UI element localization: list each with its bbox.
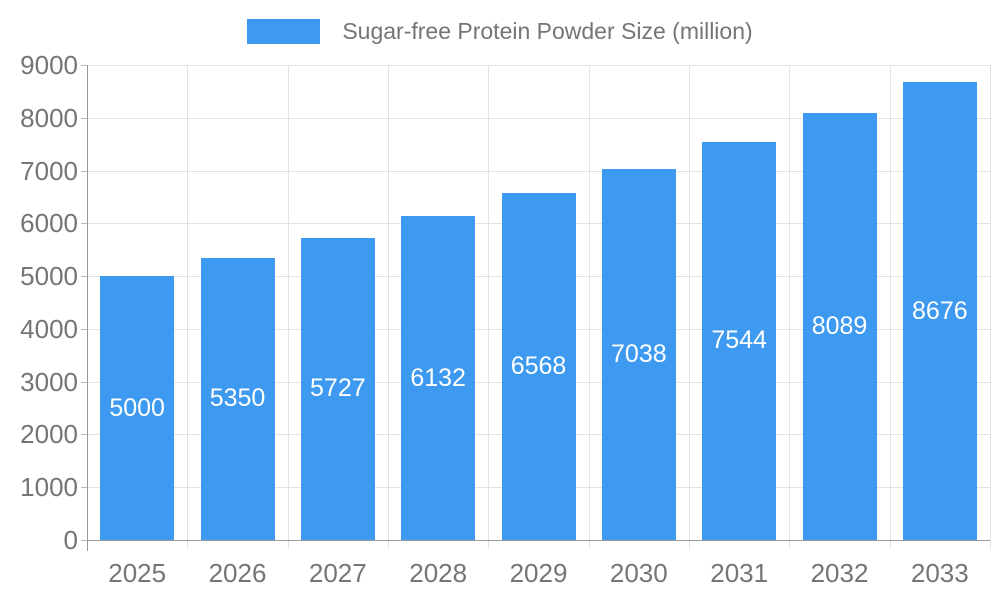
gridline-vertical <box>488 65 490 549</box>
bar: 5727 <box>300 237 375 540</box>
gridline-vertical <box>287 65 289 549</box>
gridline-vertical <box>889 65 891 549</box>
y-axis-tick <box>81 276 87 278</box>
bar-value-label: 5350 <box>209 384 266 413</box>
gridline-vertical <box>990 65 991 549</box>
bar: 7038 <box>601 168 676 540</box>
y-axis-label: 1000 <box>20 472 78 503</box>
bar: 6568 <box>501 193 576 540</box>
x-axis-label: 2033 <box>910 558 969 588</box>
y-axis-tick <box>81 65 87 66</box>
y-axis-label: 0 <box>63 525 78 555</box>
y-axis-label: 5000 <box>20 261 78 292</box>
legend-label: Sugar-free Protein Powder Size (million) <box>342 18 753 44</box>
y-axis-line <box>87 65 88 551</box>
bar-value-label: 6132 <box>410 363 466 392</box>
bar-value-label: 8676 <box>912 296 968 325</box>
bar: 8089 <box>802 113 877 540</box>
x-axis-label: 2027 <box>308 558 367 588</box>
gridline-horizontal <box>87 117 990 119</box>
y-axis-tick <box>81 328 87 330</box>
gridline-vertical <box>789 65 791 549</box>
bar-value-label: 7038 <box>611 339 667 368</box>
x-axis-label: 2029 <box>509 558 568 588</box>
bar-value-label: 6568 <box>510 352 567 381</box>
y-axis-label: 4000 <box>20 313 78 344</box>
x-axis-label: 2028 <box>409 558 468 588</box>
bar: 8676 <box>902 82 977 540</box>
gridline-horizontal <box>87 65 990 66</box>
y-axis-label: 6000 <box>20 208 78 239</box>
y-axis-label: 8000 <box>20 102 78 133</box>
bar: 7544 <box>702 141 777 540</box>
bar-value-label: 7544 <box>711 326 767 355</box>
bar: 5000 <box>100 276 175 540</box>
gridline-vertical <box>388 65 389 549</box>
y-axis-tick <box>81 170 87 172</box>
bar-value-label: 5727 <box>310 374 366 403</box>
x-axis-label: 2031 <box>710 558 769 588</box>
gridline-horizontal <box>87 170 990 172</box>
y-axis-tick <box>81 487 87 489</box>
legend-swatch-icon <box>247 19 321 44</box>
x-axis-label: 2026 <box>208 558 267 588</box>
y-axis-label: 7000 <box>20 155 78 186</box>
y-axis-tick <box>81 223 87 225</box>
y-axis-tick <box>81 540 87 541</box>
x-axis-label: 2030 <box>609 558 668 588</box>
y-axis-tick <box>81 381 87 383</box>
chart-legend: Sugar-free Protein Powder Size (million) <box>0 18 1000 45</box>
x-axis-line <box>87 540 990 541</box>
bar: 5350 <box>200 257 275 540</box>
y-axis-label: 2000 <box>20 419 78 450</box>
y-axis-label: 9000 <box>20 50 78 80</box>
gridline-vertical <box>689 65 690 549</box>
bar: 6132 <box>401 216 476 540</box>
x-axis-label: 2025 <box>108 558 167 588</box>
bar-value-label: 8089 <box>811 312 868 341</box>
gridline-vertical <box>588 65 590 549</box>
x-axis-label: 2032 <box>810 558 869 588</box>
y-axis-tick <box>81 434 87 436</box>
bar-value-label: 5000 <box>109 393 165 422</box>
y-axis-tick <box>81 117 87 119</box>
y-axis-label: 3000 <box>20 366 78 397</box>
gridline-vertical <box>187 65 189 549</box>
